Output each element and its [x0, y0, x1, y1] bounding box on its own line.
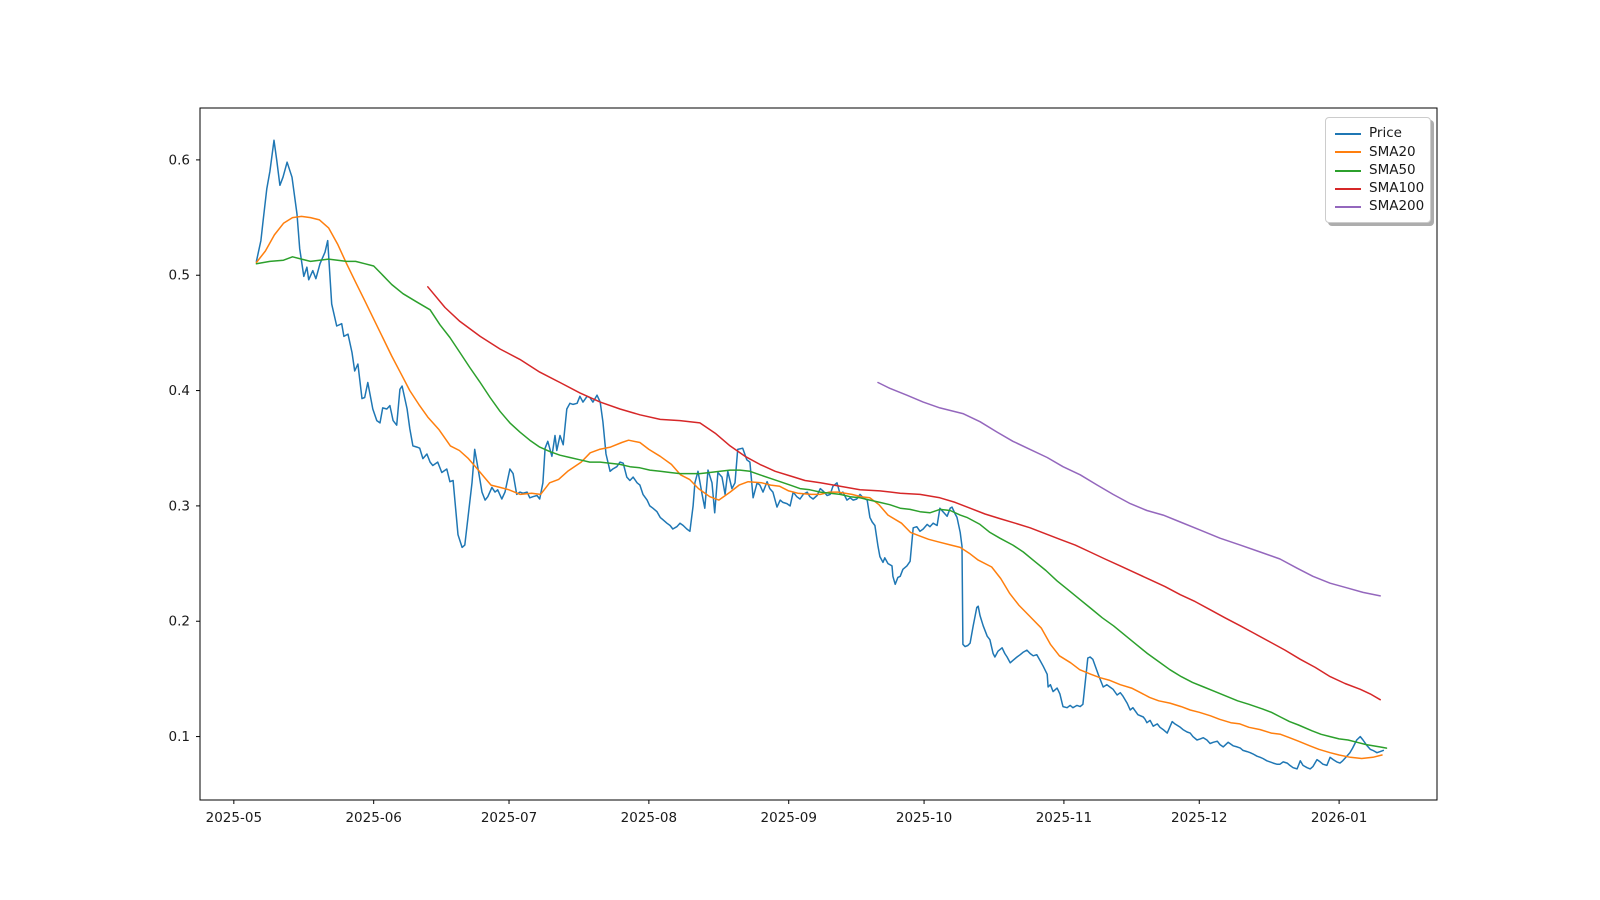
- series-line-sma100: [427, 286, 1381, 701]
- series-line-sma200: [877, 381, 1381, 597]
- x-tick-label: 2025-07: [481, 810, 537, 826]
- plot-frame: [199, 107, 1438, 801]
- x-tick-label: 2025-05: [206, 810, 262, 826]
- legend-line-swatch: [1335, 151, 1361, 154]
- x-tick-label: 2025-10: [896, 810, 952, 826]
- y-tick-label: 0.1: [169, 729, 190, 745]
- x-tick-label: 2025-06: [345, 810, 401, 826]
- legend-label: SMA20: [1369, 143, 1416, 160]
- legend-label: Price: [1369, 125, 1402, 142]
- legend-label: SMA100: [1369, 179, 1425, 196]
- legend-line-swatch: [1335, 187, 1361, 190]
- legend-item-sma200: SMA200: [1335, 198, 1425, 216]
- legend-label: SMA50: [1369, 161, 1416, 178]
- legend-line-swatch: [1335, 205, 1361, 208]
- y-tick-label: 0.3: [169, 498, 190, 514]
- series-line-sma20: [255, 215, 1383, 760]
- legend: Price SMA20 SMA50 SMA100 SMA200: [1325, 117, 1431, 223]
- y-tick-label: 0.4: [169, 383, 190, 399]
- y-tick-label: 0.6: [169, 152, 190, 168]
- legend-line-swatch: [1335, 169, 1361, 172]
- x-tick-label: 2025-09: [761, 810, 817, 826]
- x-tick-label: 2025-12: [1171, 810, 1227, 826]
- legend-item-sma50: SMA50: [1335, 161, 1421, 179]
- legend-item-price: Price: [1335, 125, 1421, 143]
- series-line-price: [255, 139, 1385, 770]
- x-tick-label: 2025-11: [1036, 810, 1092, 826]
- legend-line-swatch: [1335, 133, 1361, 136]
- legend-item-sma20: SMA20: [1335, 143, 1421, 161]
- legend-label: SMA200: [1369, 198, 1425, 215]
- y-tick-label: 0.5: [169, 268, 190, 284]
- x-tick-label: 2026-01: [1311, 810, 1367, 826]
- series-line-sma50: [255, 256, 1388, 749]
- y-tick-label: 0.2: [169, 614, 190, 630]
- legend-item-sma100: SMA100: [1335, 179, 1425, 198]
- x-tick-label: 2025-08: [621, 810, 677, 826]
